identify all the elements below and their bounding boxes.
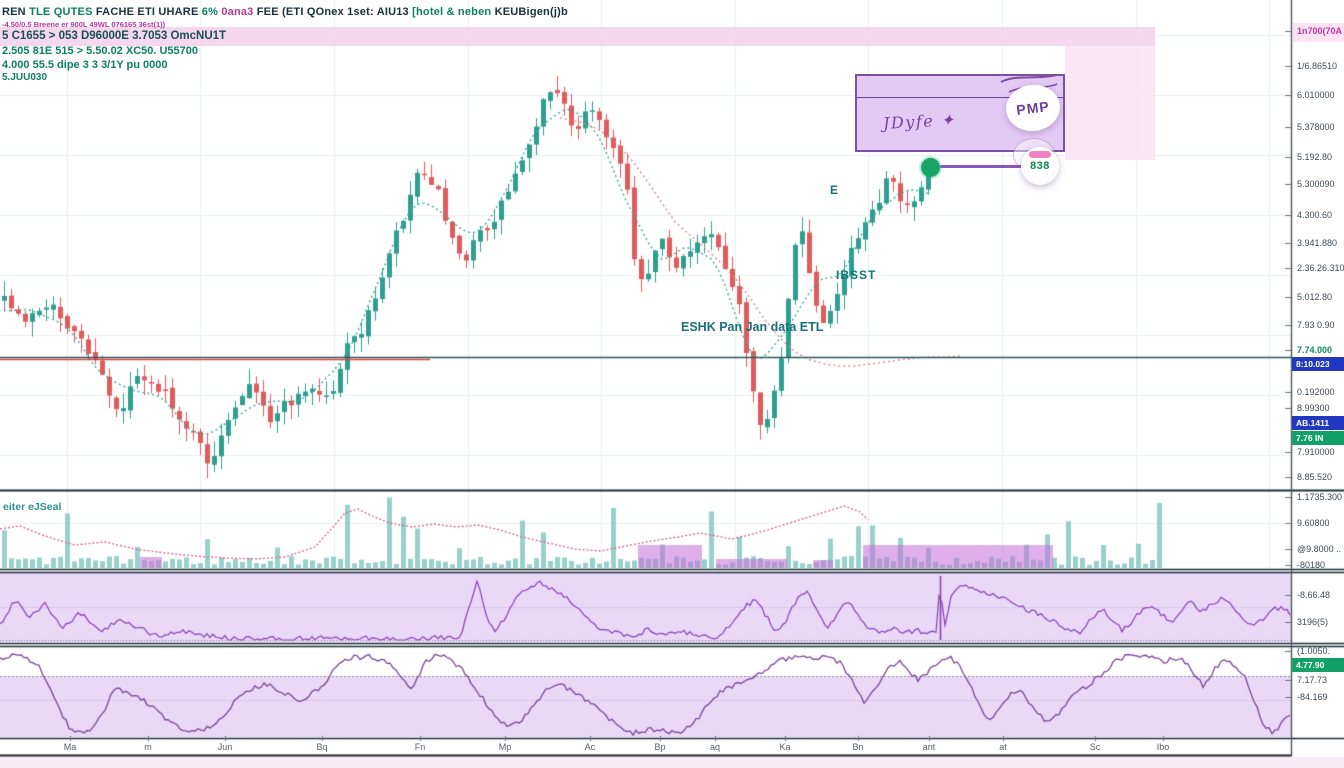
time-axis-label: m: [144, 742, 152, 752]
header-title-segment: 6%: [201, 6, 222, 18]
price-axis-label: 6.010000: [1297, 90, 1335, 100]
chart-label-e: E: [830, 183, 839, 197]
price-axis-label: 4.300.60: [1297, 210, 1333, 220]
price-axis-label: 1/6.86510: [1297, 61, 1338, 71]
header-title-segment: FEE (ETI QOnex 1set: AIU13: [256, 6, 413, 18]
header-subline-2: 5 C1655 > 053 D96000E 3.7053 OmcNU1T: [2, 30, 227, 42]
annotation-box-divider: [857, 97, 1063, 98]
time-axis-label: ant: [922, 742, 936, 752]
chart-label-ibsst: IBSST: [836, 268, 877, 282]
time-axis-label: Bn: [852, 742, 864, 752]
highlight-band-side: [1065, 46, 1155, 160]
entry-dot[interactable]: [921, 158, 940, 177]
price-badge-alert: AB.1411: [1292, 416, 1344, 430]
price-badge-last: 8:10.023: [1292, 357, 1344, 371]
time-axis-label: at: [999, 742, 1007, 752]
volume-pane-label: eiter eJSeal: [3, 501, 62, 513]
price-axis-label: @9.8000 ..: [1297, 544, 1342, 554]
price-axis-label: 7.17.73: [1297, 675, 1328, 685]
time-axis-label: Bp: [654, 742, 666, 752]
price-axis-label: 7.74.000: [1297, 345, 1333, 355]
price-axis-label: 5.300090: [1297, 179, 1335, 189]
price-axis-label: 8.85.520: [1297, 472, 1333, 482]
pill-value: 838: [1030, 160, 1050, 172]
price-axis-label: 8.99300: [1297, 403, 1330, 413]
price-axis-label: 5.192.80: [1297, 152, 1333, 162]
time-axis-label: Ka: [779, 742, 791, 752]
price-axis-label: -84.169: [1297, 692, 1328, 702]
price-axis-label: 1.1735.300: [1297, 492, 1343, 502]
price-axis-label: 2.36.26.310: [1297, 263, 1344, 273]
time-axis-label: Fn: [414, 742, 426, 752]
time-axis-label: Bq: [316, 742, 328, 752]
header-title-segment: REN: [2, 6, 30, 18]
time-axis-label: Jun: [217, 742, 233, 752]
header-indicator-line-1: 2.505 81E 515 > 5.50.02 XC50. U55700: [2, 45, 199, 57]
price-axis[interactable]: 8:10.023 AB.1411 7.76 IN 4.77.90 1n700(7…: [1292, 0, 1344, 756]
header-title-segment: FACHE ETI UHARE: [95, 6, 202, 18]
price-axis-label: 3.941.880: [1297, 238, 1338, 248]
price-axis-label: 1n700(70A: [1297, 26, 1343, 36]
annotation-box-title: JDyfe ✦: [882, 110, 957, 133]
time-axis-label: Sc: [1089, 742, 1101, 752]
header-title-segment: TLE QUTES: [29, 6, 96, 18]
connector-line: [940, 165, 1022, 168]
price-axis-label: 9.60800: [1297, 518, 1330, 528]
price-axis-label: 5.012.80: [1297, 292, 1333, 302]
price-axis-label: 3196(5): [1297, 617, 1329, 627]
header-indicator-line-2: 4.000 55.5 dipe 3 3 3/1Y pu 0000: [2, 59, 168, 71]
time-axis-label: Ma: [63, 742, 77, 752]
price-axis-label: (1.0050.: [1297, 646, 1331, 656]
time-axis-label: Mp: [498, 742, 512, 752]
header-title-segment: [hotel & neben: [412, 6, 495, 18]
highlight-band-top: [0, 27, 1155, 46]
price-axis-label: 7.93 0.90: [1297, 320, 1335, 330]
highlight-band-axis-row: [1293, 23, 1344, 42]
pill-arc-icon: [1029, 151, 1051, 158]
header-title-segment: KEUBigen(j)b: [494, 6, 568, 18]
header-indicator-line-3: 5.JUU030: [2, 72, 48, 83]
price-axis-label: 0.192000: [1297, 387, 1335, 397]
price-axis-label: 7.910000: [1297, 447, 1335, 457]
price-axis-label: -80180: [1297, 560, 1326, 570]
price-badge-indicator-1: 7.76 IN: [1292, 431, 1344, 445]
price-badge-indicator-2: 4.77.90: [1292, 658, 1344, 672]
price-axis-label: -8.66.48: [1297, 590, 1331, 600]
header-subline-1: -4.50/0.5 Breene er 900L 49WL 076165 36s…: [2, 20, 166, 29]
symbol-title-line: REN TLE QUTES FACHE ETI UHARE 6% 0ana3 F…: [2, 7, 568, 18]
header-title-segment: 0ana3: [221, 6, 257, 18]
time-axis[interactable]: Ma m Jun Bq Fn Mp Ac Bp aq Ka Bn ant at Sc Ibo: [0, 739, 1292, 756]
price-axis-label: 5.378000: [1297, 122, 1335, 132]
time-axis-label: Ibo: [1156, 742, 1170, 752]
price-pill-badge[interactable]: 838: [1021, 147, 1059, 185]
time-axis-label: Ac: [584, 742, 596, 752]
time-axis-label: aq: [709, 742, 721, 752]
chart-label-eshk: ESHK Pan Jan data ETL: [681, 320, 824, 334]
